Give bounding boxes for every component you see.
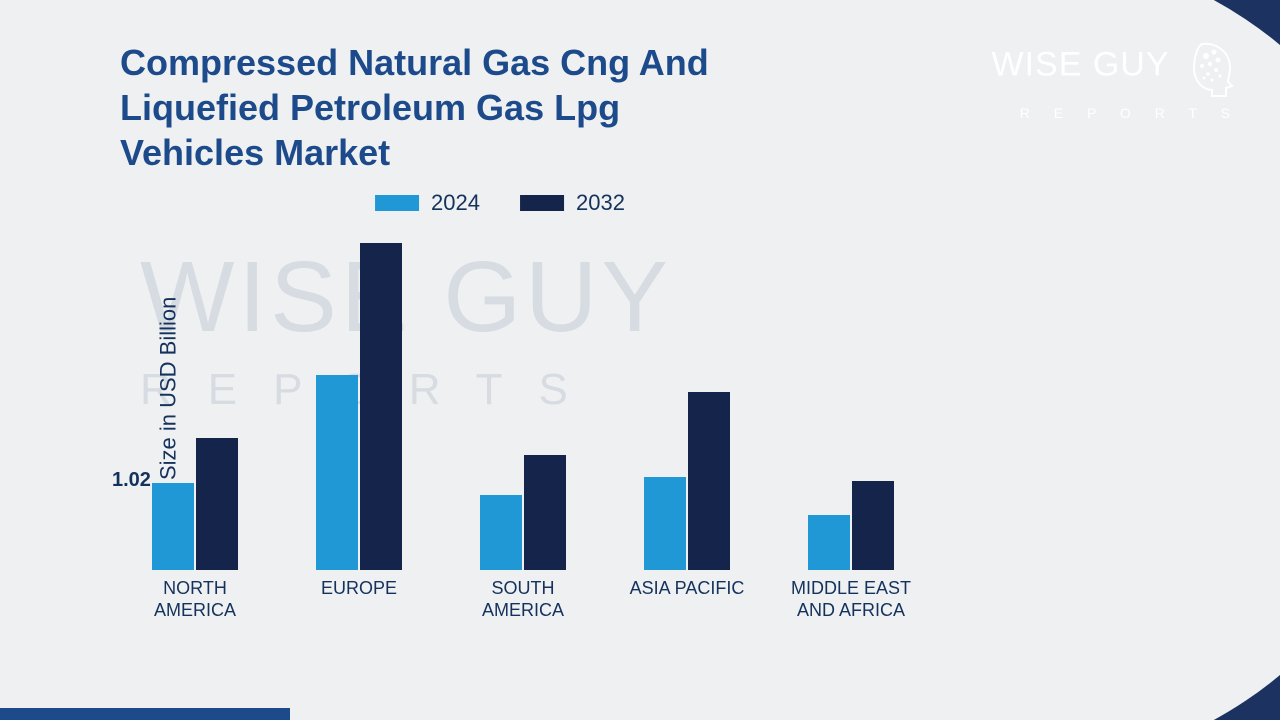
bar-2024 [644,477,686,571]
brand-sub: R E P O R T S [992,105,1240,121]
bar-2032 [360,243,402,570]
bar-2024 [316,375,358,571]
legend-item-2024: 2024 [375,190,480,216]
legend-label-2024: 2024 [431,190,480,216]
value-label: 1.02 [112,469,151,492]
category-label: ASIA PACIFIC [617,578,757,600]
bar-2032 [196,438,238,570]
bar-2024 [152,483,194,570]
legend-swatch-2024 [375,195,419,211]
bar-group [140,230,250,570]
legend-swatch-2032 [520,195,564,211]
chart-area: Market Size in USD Billion 2024 2032 NOR… [100,190,900,660]
chart-title: Compressed Natural Gas Cng And Liquefied… [120,40,760,175]
brand-logo: WISE GUY R E P O R T S [992,40,1240,121]
category-label: EUROPE [289,578,429,600]
brand-top: WISE GUY [992,46,1170,84]
head-icon [1182,40,1240,103]
infographic-page: WISE GUY REPORTS WISE GUY R E P O R T S … [0,0,1280,720]
bar-2032 [852,481,894,570]
bar-2032 [524,455,566,570]
legend-item-2032: 2032 [520,190,625,216]
bar-group [632,230,742,570]
bar-2024 [808,515,850,570]
category-label: SOUTH AMERICA [453,578,593,621]
bar-group [468,230,578,570]
category-label: MIDDLE EAST AND AFRICA [781,578,921,621]
bar-group [304,230,414,570]
bar-group [796,230,906,570]
category-label: NORTH AMERICA [125,578,265,621]
bar-2032 [688,392,730,571]
legend-label-2032: 2032 [576,190,625,216]
plot-area [140,230,900,570]
bottom-accent-bar [0,708,290,720]
bar-2024 [480,495,522,570]
legend: 2024 2032 [375,190,625,216]
